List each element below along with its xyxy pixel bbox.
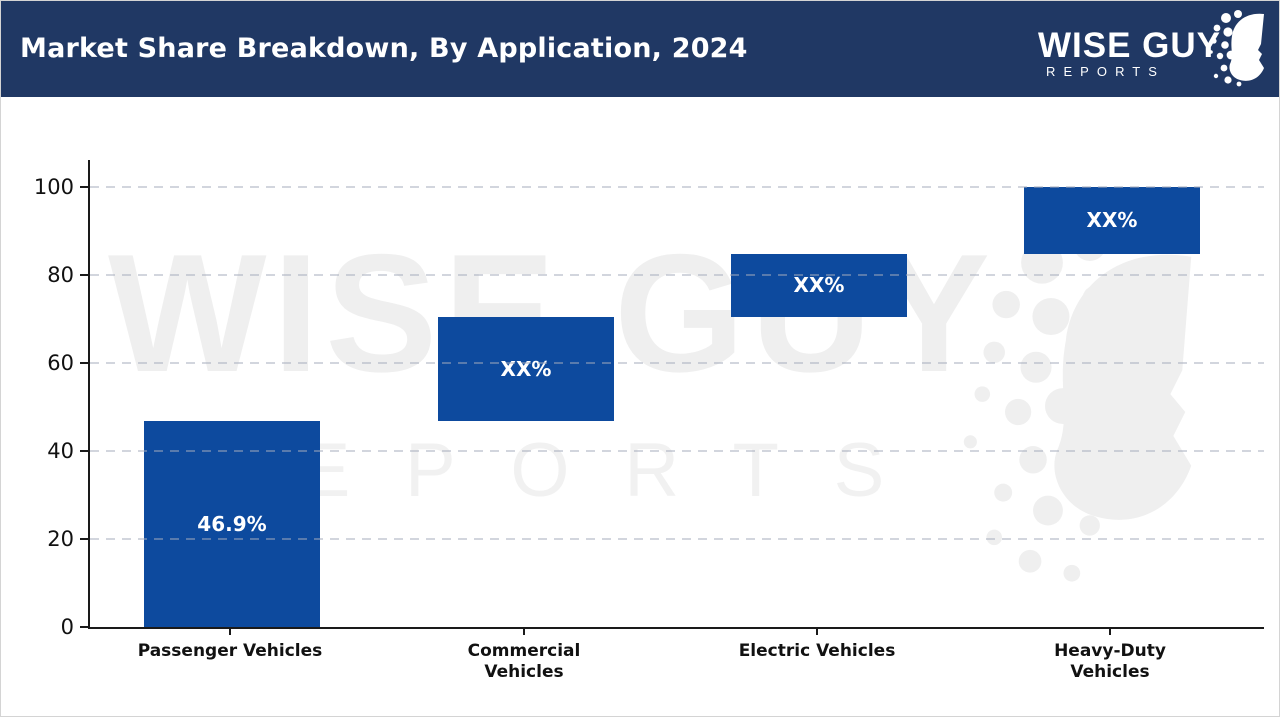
xtick-mark [523, 627, 525, 635]
bar-segment: XX% [438, 316, 614, 421]
gridline-100 [90, 186, 1264, 188]
ytick-mark-20 [80, 538, 88, 540]
ytick-mark-80 [80, 274, 88, 276]
xtick-mark [1109, 627, 1111, 635]
ytick-mark-40 [80, 450, 88, 452]
header-bar: Market Share Breakdown, By Application, … [0, 0, 1280, 97]
gridline-20 [90, 538, 1264, 540]
ytick-label-100: 100 [33, 175, 74, 199]
category-label: Commercial Vehicles [467, 641, 581, 682]
bar-value-label: XX% [793, 273, 845, 298]
xtick-mark [816, 627, 818, 635]
bar-value-label: XX% [1086, 208, 1138, 233]
ytick-mark-60 [80, 362, 88, 364]
bar-segment: XX% [731, 253, 907, 317]
bar-segment: 46.9% [144, 420, 320, 627]
logo-head-icon [1209, 10, 1264, 87]
ytick-label-0: 0 [60, 615, 74, 639]
ytick-label-80: 80 [47, 263, 74, 287]
chart-title: Market Share Breakdown, By Application, … [20, 33, 748, 64]
bar-value-label: 46.9% [197, 511, 267, 536]
waterfall-chart: WISE GUY REPORTS 46.9% XX% XX% XX% 0 20 40 60 8… [0, 97, 1280, 720]
category-label: Passenger Vehicles [137, 641, 323, 661]
ytick-mark-100 [80, 186, 88, 188]
ytick-label-60: 60 [47, 351, 74, 375]
ytick-label-20: 20 [47, 527, 74, 551]
logo-subtitle: REPORTS [1046, 64, 1166, 79]
category-label: Electric Vehicles [738, 641, 896, 661]
ytick-label-40: 40 [47, 439, 74, 463]
gridline-60 [90, 362, 1264, 364]
plot-area: 46.9% XX% XX% XX% [88, 160, 1264, 629]
ytick-mark-0 [80, 626, 88, 628]
wise-guy-logo: WISE GUY REPORTS [1010, 6, 1268, 92]
logo-wordmark: WISE GUY [1038, 26, 1222, 65]
category-label: Heavy-Duty Vehicles [1054, 641, 1166, 682]
gridline-80 [90, 274, 1264, 276]
gridline-40 [90, 450, 1264, 452]
bar-segment: XX% [1024, 187, 1200, 254]
bar-value-label: XX% [500, 356, 552, 381]
xtick-mark [229, 627, 231, 635]
